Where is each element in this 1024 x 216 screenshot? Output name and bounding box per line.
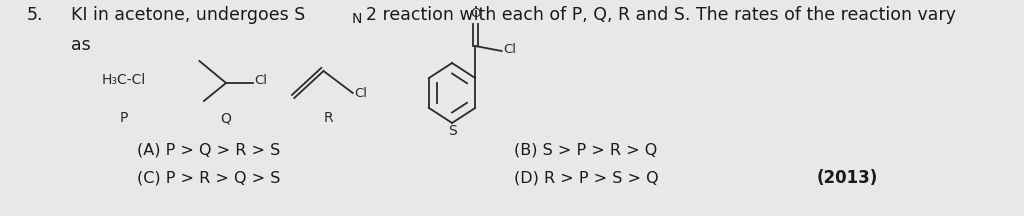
Text: Cl: Cl (354, 86, 368, 100)
Text: N: N (352, 11, 362, 25)
Text: P: P (120, 111, 128, 125)
Text: (2013): (2013) (816, 169, 878, 187)
Text: Cl: Cl (254, 75, 267, 87)
Text: (C) P > R > Q > S: (C) P > R > Q > S (137, 170, 281, 186)
Text: S: S (447, 124, 457, 138)
Text: O: O (470, 7, 480, 20)
Text: 5.: 5. (27, 6, 43, 24)
Text: Q: Q (220, 111, 231, 125)
Text: as: as (71, 36, 91, 54)
Text: H₃C-Cl: H₃C-Cl (102, 73, 146, 87)
Text: KI in acetone, undergoes S: KI in acetone, undergoes S (71, 6, 305, 24)
Text: R: R (324, 111, 333, 125)
Text: (A) P > Q > R > S: (A) P > Q > R > S (137, 143, 281, 157)
Text: (B) S > P > R > Q: (B) S > P > R > Q (514, 143, 657, 157)
Text: (D) R > P > S > Q: (D) R > P > S > Q (514, 170, 658, 186)
Text: Cl: Cl (504, 43, 516, 56)
Text: 2 reaction with each of P, Q, R and S. The rates of the reaction vary: 2 reaction with each of P, Q, R and S. T… (366, 6, 956, 24)
